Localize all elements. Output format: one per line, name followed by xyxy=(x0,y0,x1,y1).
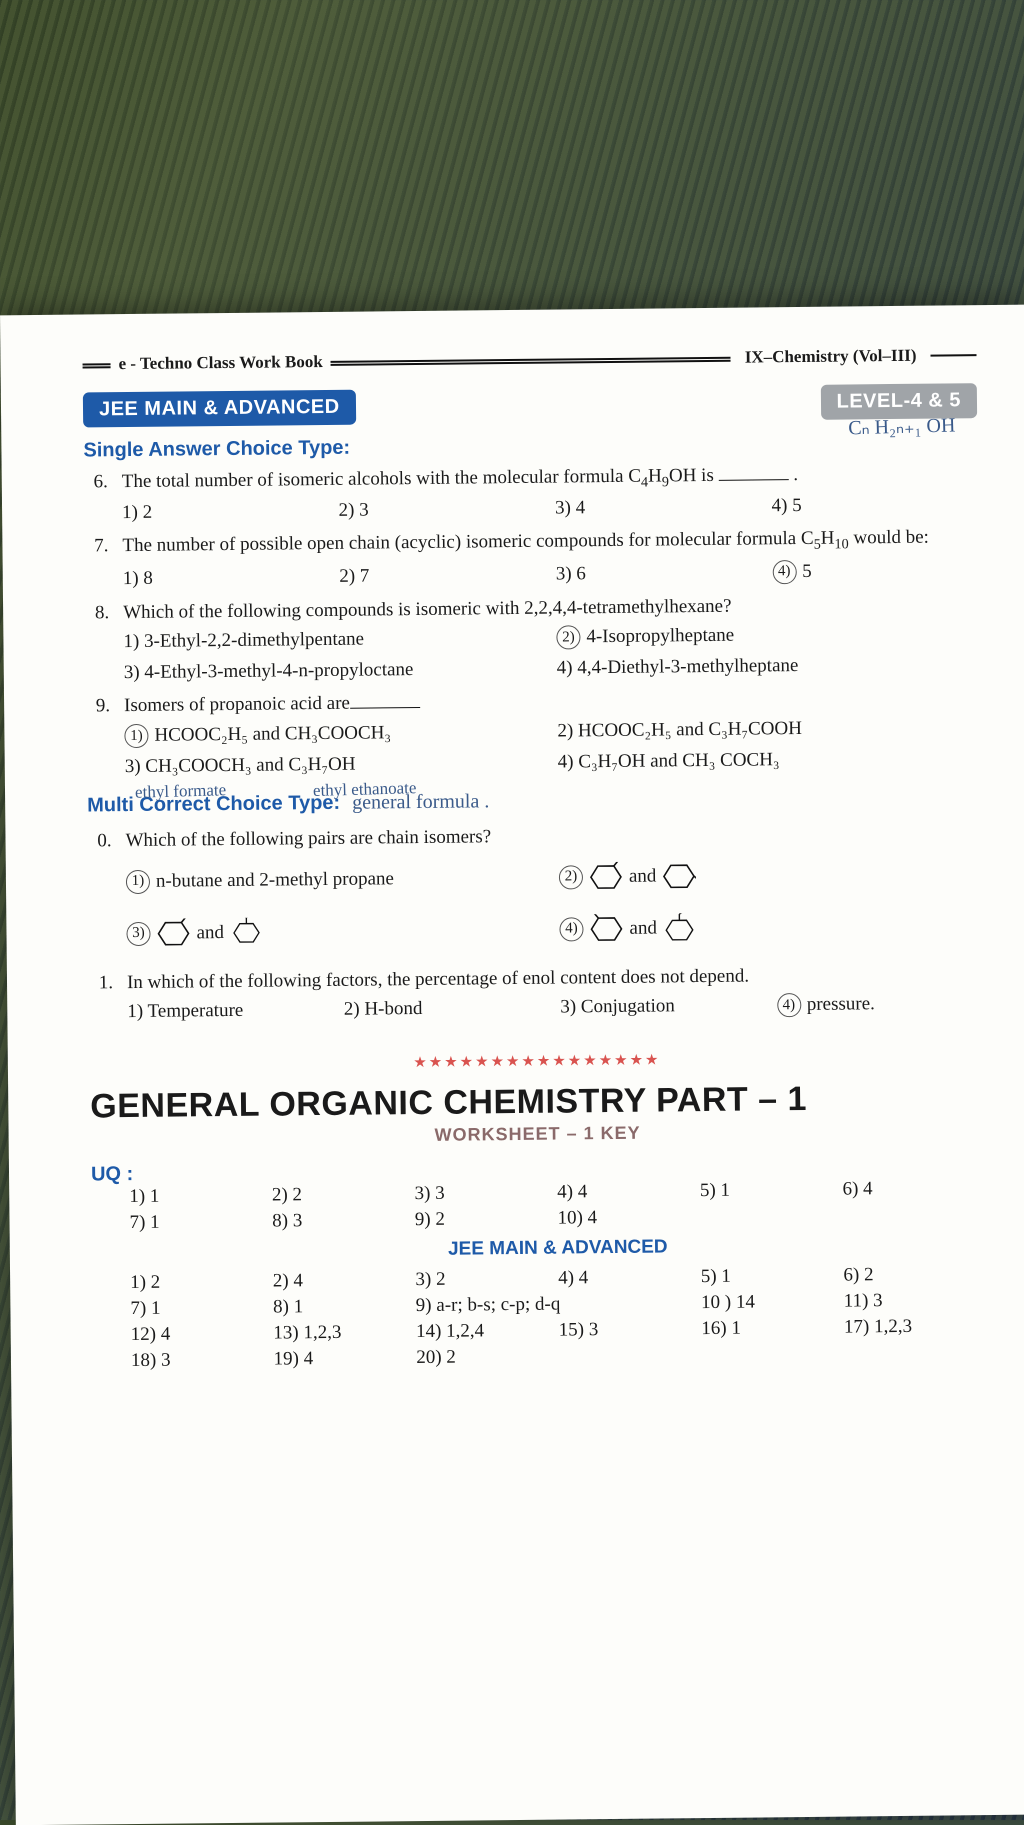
q8-opt-4[interactable]: 4) 4,4-Diethyl-3-methylheptane xyxy=(557,652,980,682)
question-10: 0. Which of the following pairs are chai… xyxy=(87,818,981,855)
worksheet-page: e - Techno Class Work Book IX–Chemistry … xyxy=(0,305,1024,1825)
handwriting-ethyl: ethyl formate xyxy=(135,780,227,803)
q11-opt-4[interactable]: 4)pressure. xyxy=(777,989,984,1019)
jee-sub-label: JEE MAIN & ADVANCED xyxy=(130,1233,986,1264)
chapter-title: GENERAL ORGANIC CHEMISTRY PART – 1 xyxy=(90,1078,984,1126)
hexagon-icon xyxy=(156,918,190,948)
q7-opt-3[interactable]: 3) 6 xyxy=(556,558,763,588)
key-cell: 6) 2 xyxy=(843,1263,986,1286)
key-cell: 20) 2 xyxy=(416,1346,559,1369)
q6-opt-1[interactable]: 1) 2 xyxy=(122,498,329,526)
q9-opt-1[interactable]: 1)HCOOC₂H₅ and CH₃COOCH₃ xyxy=(124,718,547,750)
q8-opt-3[interactable]: 3) 4-Ethyl-3-methyl-4-n-propyloctane xyxy=(124,656,547,686)
key-cell: 8) 3 xyxy=(272,1209,415,1232)
key-cell: 13) 1,2,3 xyxy=(273,1321,416,1344)
q11-opt-1[interactable]: 1) Temperature xyxy=(127,996,334,1026)
key-cell: 8) 1 xyxy=(273,1295,416,1318)
key-cell: 3) 3 xyxy=(414,1182,557,1205)
key-cell: 7) 1 xyxy=(130,1297,273,1320)
subject-label: IX–Chemistry (Vol–III) xyxy=(739,346,923,368)
key-cell: 10) 4 xyxy=(557,1206,700,1229)
q8-opt-1[interactable]: 1) 3-Ethyl-2,2-dimethylpentane xyxy=(123,624,546,656)
key-cell: 3) 2 xyxy=(415,1268,558,1291)
q7-opt-1[interactable]: 1) 8 xyxy=(123,563,330,593)
q10-opt-1[interactable]: 1)n-butane and 2-methyl propane xyxy=(126,860,549,898)
handwriting-formula: Cₙ H₂ₙ₊₁ OH xyxy=(848,412,956,440)
q6-opt-3[interactable]: 3) 4 xyxy=(555,494,762,522)
key-cell: 2) 4 xyxy=(273,1269,416,1292)
q10-opt-2[interactable]: 2) and xyxy=(559,856,982,894)
key-cell: 16) 1 xyxy=(701,1317,844,1340)
q9-opt-3[interactable]: 3) CH₃COOCH₃ and C₃H₇OH xyxy=(125,750,548,780)
q10-opt-4[interactable]: 4) and xyxy=(559,908,982,946)
key-cell: 6) 4 xyxy=(842,1177,985,1200)
key-cell: 9) a-r; b-s; c-p; d-q xyxy=(416,1292,702,1317)
q6-opt-2[interactable]: 2) 3 xyxy=(338,496,545,524)
key-cell: 5) 1 xyxy=(700,1179,843,1202)
key-cell: 7) 1 xyxy=(129,1211,272,1234)
exam-pill: JEE MAIN & ADVANCED xyxy=(83,390,356,428)
pill-row: JEE MAIN & ADVANCED LEVEL-4 & 5 xyxy=(83,383,977,427)
q6-opt-4[interactable]: 4) 5 xyxy=(771,492,978,520)
key-cell: 14) 1,2,4 xyxy=(416,1320,559,1343)
key-cell: 19) 4 xyxy=(274,1347,417,1370)
key-cell: 18) 3 xyxy=(131,1349,274,1372)
key-cell: 17) 1,2,3 xyxy=(844,1315,987,1338)
hexagon-icon xyxy=(230,917,264,947)
key-cell: 1) 1 xyxy=(129,1185,272,1208)
key-cell: 15) 3 xyxy=(559,1318,702,1341)
q9-opt-2[interactable]: 2) HCOOC₂H₅ and C₃H₇COOH xyxy=(557,713,980,745)
key-cell: 10 ) 14 xyxy=(701,1291,844,1314)
key-cell: 9) 2 xyxy=(415,1208,558,1231)
q8-opt-2[interactable]: 2)4-Isopropylheptane xyxy=(556,620,979,652)
q10-opt-3[interactable]: 3) and xyxy=(126,912,549,950)
q11-opt-2[interactable]: 2) H-bond xyxy=(344,994,551,1024)
q11-opt-3[interactable]: 3) Conjugation xyxy=(560,991,767,1021)
hexagon-icon xyxy=(589,861,623,891)
q9-options: 1)HCOOC₂H₅ and CH₃COOCH₃ 2) HCOOC₂H₅ and… xyxy=(124,713,981,780)
key-cell: 4) 4 xyxy=(557,1180,700,1203)
uq-key-grid: 1) 1 2) 2 3) 3 4) 4 5) 1 6) 4 7) 1 8) 3 … xyxy=(129,1177,987,1372)
key-cell: 1) 2 xyxy=(130,1271,273,1294)
key-cell: 5) 1 xyxy=(701,1265,844,1288)
book-title: e - Techno Class Work Book xyxy=(118,352,322,374)
hexagon-icon xyxy=(663,913,697,943)
q8-options: 1) 3-Ethyl-2,2-dimethylpentane 2)4-Isopr… xyxy=(123,620,980,687)
header-rule-row: e - Techno Class Work Book IX–Chemistry … xyxy=(82,345,976,374)
section-single-answer: Single Answer Choice Type: xyxy=(83,430,977,462)
q9-opt-4[interactable]: 4) C₃H₇OH and CH₃ COCH₃ xyxy=(558,745,981,775)
q7-opt-2[interactable]: 2) 7 xyxy=(339,561,546,591)
q10-options: 1)n-butane and 2-methyl propane 2) and 3… xyxy=(126,856,983,951)
key-cell: 2) 2 xyxy=(272,1183,415,1206)
hexagon-icon xyxy=(589,913,623,943)
divider-stars: ★★★★★★★★★★★★★★★★ xyxy=(90,1047,984,1075)
key-cell: 4) 4 xyxy=(558,1266,701,1289)
key-cell: 11) 3 xyxy=(844,1289,987,1312)
hexagon-icon xyxy=(662,861,696,891)
q7-opt-4[interactable]: 4)5 xyxy=(772,556,979,586)
handwriting-ethanoate: ethyl ethanoate xyxy=(313,778,417,801)
key-cell: 12) 4 xyxy=(131,1323,274,1346)
